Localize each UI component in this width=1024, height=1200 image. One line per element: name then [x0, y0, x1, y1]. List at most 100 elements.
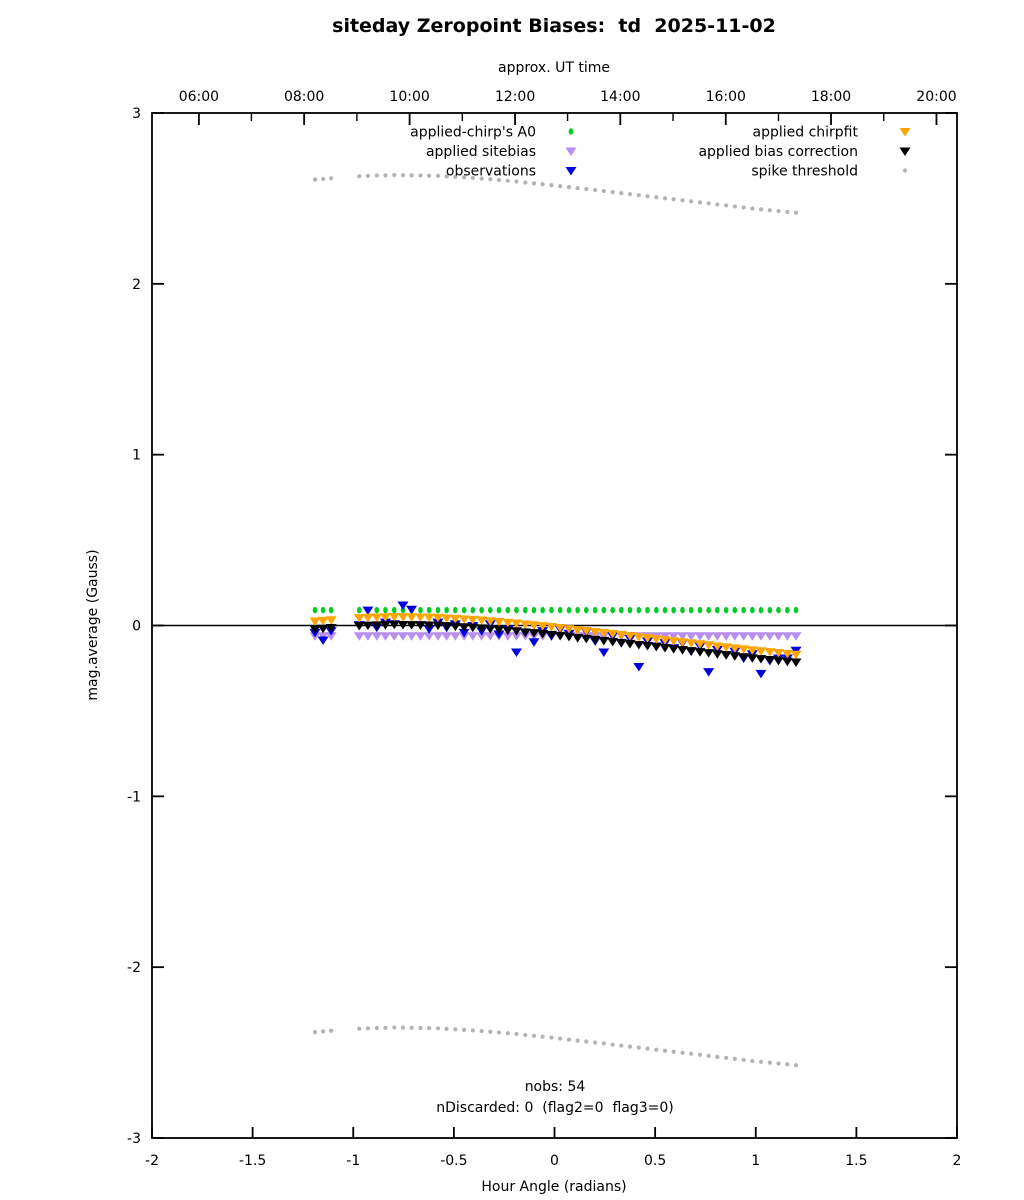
data-point: [362, 613, 374, 623]
data-point: [426, 606, 432, 614]
top-axis-tick-label: 12:00: [495, 89, 535, 105]
data-point: [793, 1063, 799, 1068]
data-point: [549, 182, 554, 188]
data-point: [645, 606, 650, 614]
data-point: [523, 606, 528, 614]
data-point: [607, 630, 619, 639]
data-point: [476, 624, 488, 633]
data-point: [601, 606, 607, 614]
data-point: [317, 632, 329, 641]
data-point: [549, 1035, 554, 1040]
x-axis-tick-label: -1.5: [239, 1153, 266, 1169]
data-point: [781, 649, 793, 659]
data-point: [470, 175, 475, 181]
data-point: [694, 648, 706, 657]
y-axis-tick-label: 1: [132, 448, 141, 464]
data-point: [502, 626, 514, 636]
data-point: [528, 621, 540, 630]
data-point: [317, 636, 329, 646]
legend-item-a0: applied-chirp's A0: [410, 125, 574, 141]
legend-marker: [568, 128, 574, 135]
data-point: [528, 629, 540, 638]
data-point: [514, 179, 519, 184]
legend-marker: [902, 168, 908, 173]
series-layer: [309, 172, 802, 1068]
data-point: [697, 606, 703, 614]
data-point: [409, 1025, 414, 1030]
data-point: [732, 204, 737, 209]
data-point: [461, 606, 467, 614]
data-point: [741, 205, 746, 210]
data-point: [741, 1057, 746, 1063]
data-point: [479, 1028, 484, 1034]
data-point: [479, 176, 484, 181]
data-point: [746, 632, 758, 641]
data-point: [406, 632, 418, 641]
data-point: [641, 641, 653, 651]
data-point: [423, 621, 435, 630]
data-point: [668, 645, 680, 654]
data-point: [467, 623, 479, 633]
data-point: [484, 617, 496, 626]
data-point: [476, 616, 488, 626]
data-point: [418, 606, 423, 614]
data-point: [575, 1038, 580, 1043]
y-axis-tick-label: 2: [132, 277, 141, 293]
x-axis-tick-label: -1: [346, 1153, 360, 1169]
data-point: [685, 632, 697, 641]
data-point: [470, 1028, 475, 1033]
y-axis-tick-label: 3: [132, 106, 141, 122]
data-point: [309, 617, 321, 627]
data-point: [462, 1027, 467, 1032]
data-point: [662, 1048, 668, 1053]
data-point: [496, 1030, 502, 1035]
data-point: [703, 632, 715, 641]
legend-label: applied bias correction: [698, 144, 858, 160]
data-point: [406, 613, 418, 622]
data-point: [624, 632, 636, 641]
data-point: [493, 630, 505, 640]
data-point: [470, 606, 476, 614]
data-point: [650, 635, 662, 644]
data-point: [790, 632, 802, 641]
data-point: [435, 173, 441, 178]
data-point: [444, 174, 449, 179]
data-point: [636, 193, 641, 198]
data-point: [793, 606, 799, 614]
data-point: [715, 1054, 720, 1059]
data-point: [741, 606, 746, 614]
data-point: [615, 631, 627, 640]
data-point: [423, 632, 435, 641]
data-point: [423, 613, 435, 623]
legend-marker: [899, 128, 911, 137]
data-point: [397, 632, 409, 641]
data-point: [317, 624, 329, 634]
data-point: [711, 650, 723, 659]
data-point: [566, 606, 572, 614]
data-point: [528, 638, 540, 647]
data-point: [589, 627, 601, 637]
data-point: [414, 632, 426, 641]
data-point: [624, 639, 636, 649]
ndiscarded-annotation: nDiscarded: 0 (flag2=0 flag3=0): [436, 1100, 673, 1116]
data-point: [418, 1025, 423, 1031]
data-point: [767, 208, 772, 213]
data-point: [703, 641, 715, 650]
data-point: [641, 634, 653, 643]
data-point: [793, 210, 799, 215]
data-point: [452, 606, 458, 614]
y-axis-tick-label: 0: [132, 619, 141, 635]
data-point: [668, 632, 680, 641]
data-point: [671, 1049, 676, 1054]
data-point: [680, 606, 685, 614]
data-point: [627, 606, 633, 614]
data-point: [558, 184, 563, 189]
data-point: [776, 208, 781, 214]
legend-item-spike_upper: spike threshold: [751, 164, 908, 180]
data-point: [755, 669, 767, 679]
data-point: [502, 632, 514, 641]
data-point: [388, 620, 400, 630]
data-point: [633, 663, 645, 672]
data-point: [607, 637, 619, 647]
data-point: [785, 1062, 790, 1067]
